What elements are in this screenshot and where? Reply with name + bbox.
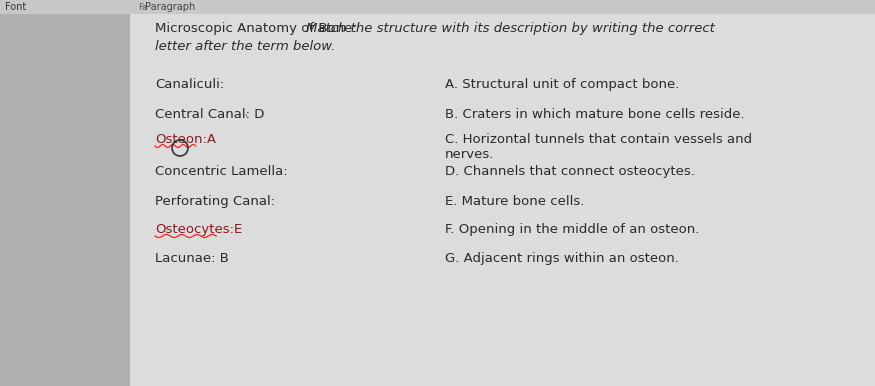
Text: Paragraph: Paragraph bbox=[145, 2, 195, 12]
Text: B. Craters in which mature bone cells reside.: B. Craters in which mature bone cells re… bbox=[445, 108, 745, 121]
Text: Perforating Canal:: Perforating Canal: bbox=[155, 195, 275, 208]
Text: Osteon:A: Osteon:A bbox=[155, 133, 216, 146]
Text: Canaliculi:: Canaliculi: bbox=[155, 78, 224, 91]
Text: G. Adjacent rings within an osteon.: G. Adjacent rings within an osteon. bbox=[445, 252, 679, 265]
Text: letter after the term below.: letter after the term below. bbox=[155, 40, 335, 53]
Text: ': ' bbox=[245, 113, 248, 123]
Text: Osteocytes:E: Osteocytes:E bbox=[155, 223, 242, 236]
Text: Central Canal: D: Central Canal: D bbox=[155, 108, 264, 121]
Text: Fa: Fa bbox=[138, 2, 147, 12]
Text: E. Mature bone cells.: E. Mature bone cells. bbox=[445, 195, 584, 208]
Text: D. Channels that connect osteocytes.: D. Channels that connect osteocytes. bbox=[445, 165, 695, 178]
Text: A. Structural unit of compact bone.: A. Structural unit of compact bone. bbox=[445, 78, 679, 91]
Bar bbox=[0, 0, 130, 386]
Text: Concentric Lamella:: Concentric Lamella: bbox=[155, 165, 288, 178]
Text: F. Opening in the middle of an osteon.: F. Opening in the middle of an osteon. bbox=[445, 223, 699, 236]
Text: Microscopic Anatomy of Bone:: Microscopic Anatomy of Bone: bbox=[155, 22, 361, 35]
Text: Match the structure with its description by writing the correct: Match the structure with its description… bbox=[305, 22, 715, 35]
Text: C. Horizontal tunnels that contain vessels and
nerves.: C. Horizontal tunnels that contain vesse… bbox=[445, 133, 752, 161]
Text: Font: Font bbox=[5, 2, 26, 12]
Text: Lacunae: B: Lacunae: B bbox=[155, 252, 229, 265]
Bar bbox=[0, 0, 875, 14]
Bar bbox=[130, 14, 875, 386]
